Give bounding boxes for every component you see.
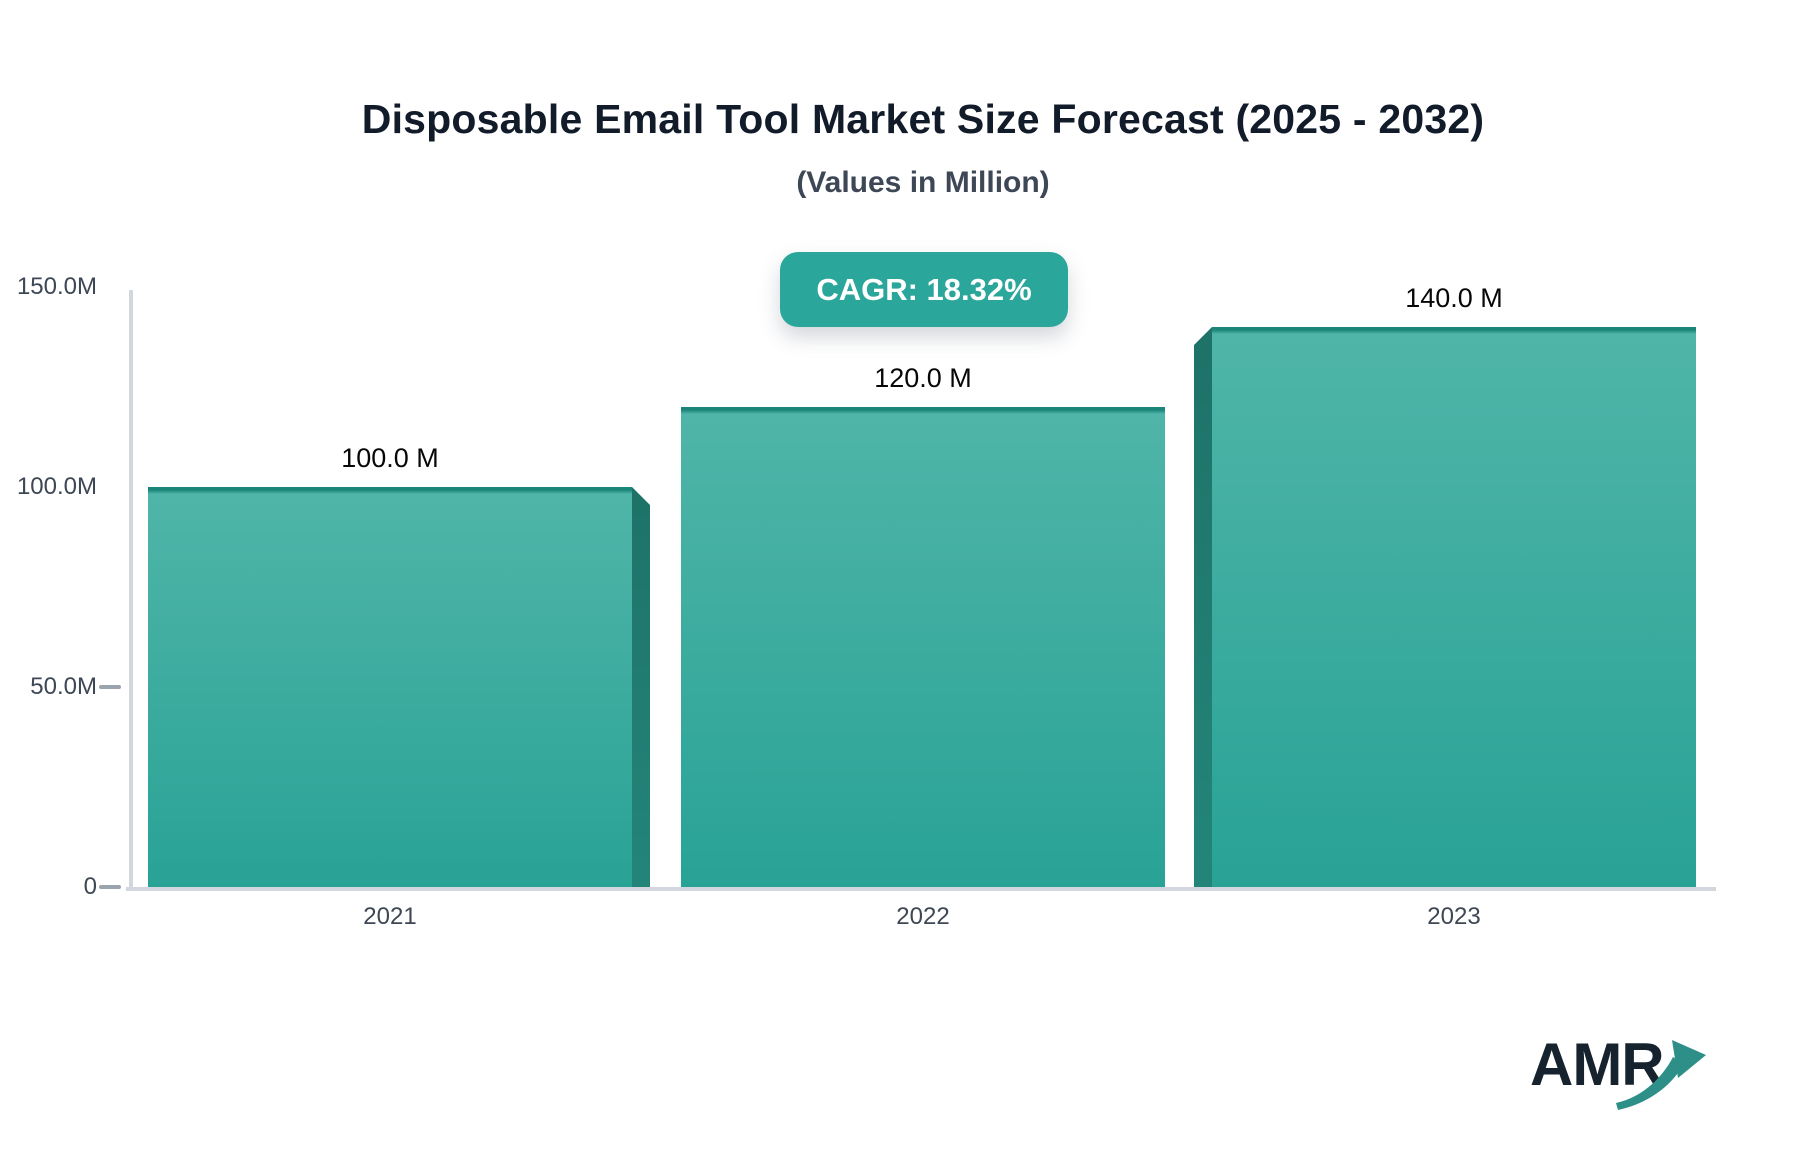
y-tick-mark (99, 885, 121, 889)
y-axis-line (129, 290, 133, 891)
bar-3d-side (1194, 327, 1212, 887)
chart-subtitle: (Values in Million) (796, 166, 1050, 199)
cagr-badge: CAGR: 18.32% (780, 252, 1068, 327)
y-tick-mark (99, 685, 121, 689)
bar-2022 (681, 407, 1165, 887)
bar-value-label: 120.0 M (874, 363, 972, 393)
y-tick-label: 0 (83, 873, 97, 900)
bar-value-label: 100.0 M (341, 443, 439, 473)
bar-3d-side (632, 487, 650, 887)
chart-title: Disposable Email Tool Market Size Foreca… (361, 96, 1485, 142)
y-tick-label: 50.0M (30, 673, 97, 700)
amr-logo-text: AMR (1530, 1031, 1665, 1098)
x-axis-line (126, 887, 1716, 891)
bar-value-label: 140.0 M (1405, 283, 1503, 313)
amr-logo-arrow-icon (1616, 1040, 1706, 1110)
x-axis-label: 2022 (896, 903, 950, 930)
x-axis-label: 2021 (363, 903, 417, 930)
bar-2021 (148, 487, 632, 887)
bar-2023 (1212, 327, 1696, 887)
amr-logo: AMR (1530, 1022, 1730, 1122)
y-tick-label: 100.0M (16, 473, 97, 500)
y-tick-label: 150.0M (16, 273, 97, 300)
x-axis-label: 2023 (1427, 903, 1481, 930)
